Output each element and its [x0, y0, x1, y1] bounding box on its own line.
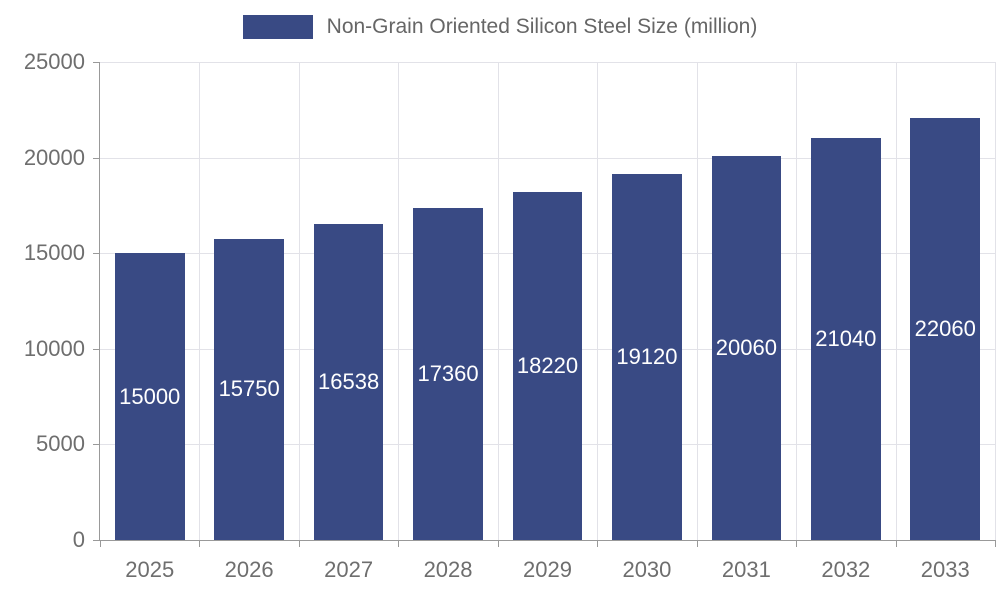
y-axis-tick [93, 348, 99, 350]
x-axis-tick [995, 541, 996, 547]
x-axis-tick [398, 541, 400, 547]
x-tick-label: 2028 [423, 557, 473, 582]
x-axis-tick [298, 541, 300, 547]
v-gridline [298, 62, 300, 540]
plot-area: 0 5000 10000 15000 20000 25000 15000 2025 15750 2… [24, 49, 996, 582]
h-gridline [100, 62, 995, 63]
bar-2032[interactable]: 21040 [811, 137, 881, 540]
bar-value-label: 21040 [815, 325, 877, 351]
legend-swatch-icon [242, 15, 313, 39]
y-axis-tick [93, 157, 99, 159]
bar-2026[interactable]: 15750 [214, 238, 284, 540]
x-tick-label: 2025 [125, 557, 175, 582]
v-gridline [895, 62, 897, 540]
bar-value-label: 19120 [616, 344, 678, 370]
bar-2030[interactable]: 19120 [612, 174, 682, 540]
h-gridline [100, 157, 995, 159]
x-tick-label: 2033 [920, 557, 970, 582]
x-tick-label: 2027 [324, 557, 374, 582]
x-axis-tick [796, 541, 798, 547]
legend-label: Non-Grain Oriented Silicon Steel Size (m… [326, 15, 758, 38]
v-gridline [796, 62, 798, 540]
y-tick-label: 0 [72, 527, 85, 552]
x-tick-label: 2029 [523, 557, 572, 582]
y-tick-label: 20000 [23, 144, 85, 170]
v-gridline [497, 62, 499, 540]
y-axis-tick [93, 444, 99, 446]
x-axis-tick [895, 541, 897, 547]
y-axis-tick [93, 540, 99, 541]
bar-2025[interactable]: 15000 [114, 253, 185, 540]
bar-value-label: 16538 [318, 368, 380, 394]
x-axis-tick [696, 541, 698, 547]
y-tick-label: 10000 [23, 335, 85, 361]
y-tick-label: 25000 [23, 49, 85, 74]
bar-2031[interactable]: 20060 [711, 156, 782, 540]
y-axis-line [99, 62, 100, 540]
bar-value-label: 15000 [119, 383, 181, 409]
v-gridline [199, 62, 201, 540]
bar-2027[interactable]: 16538 [313, 223, 384, 540]
x-tick-label: 2032 [821, 557, 871, 582]
y-axis-tick [93, 62, 99, 63]
x-axis-line [99, 540, 996, 541]
bar-2028[interactable]: 17360 [413, 208, 483, 540]
bar-value-label: 15750 [218, 376, 280, 402]
x-tick-label: 2030 [622, 557, 672, 582]
y-tick-label: 5000 [36, 431, 85, 457]
v-gridline [597, 62, 599, 540]
v-gridline [398, 62, 400, 540]
x-tick-label: 2026 [224, 557, 274, 582]
x-axis-tick [100, 541, 101, 547]
x-axis-tick [497, 541, 499, 547]
v-gridline [696, 62, 698, 540]
bar-value-label: 22060 [914, 316, 976, 342]
bar-value-label: 20060 [715, 335, 777, 361]
v-gridline [995, 62, 996, 540]
x-axis-tick [597, 541, 599, 547]
y-axis-tick [93, 253, 99, 255]
x-axis-tick [199, 541, 201, 547]
bar-2029[interactable]: 18220 [512, 191, 583, 540]
bar-2033[interactable]: 22060 [910, 118, 981, 540]
bar-value-label: 18220 [516, 352, 579, 378]
legend[interactable]: Non-Grain Oriented Silicon Steel Size (m… [0, 15, 1000, 39]
bar-value-label: 17360 [417, 361, 479, 387]
x-tick-label: 2031 [721, 557, 771, 582]
y-tick-label: 15000 [23, 240, 85, 266]
